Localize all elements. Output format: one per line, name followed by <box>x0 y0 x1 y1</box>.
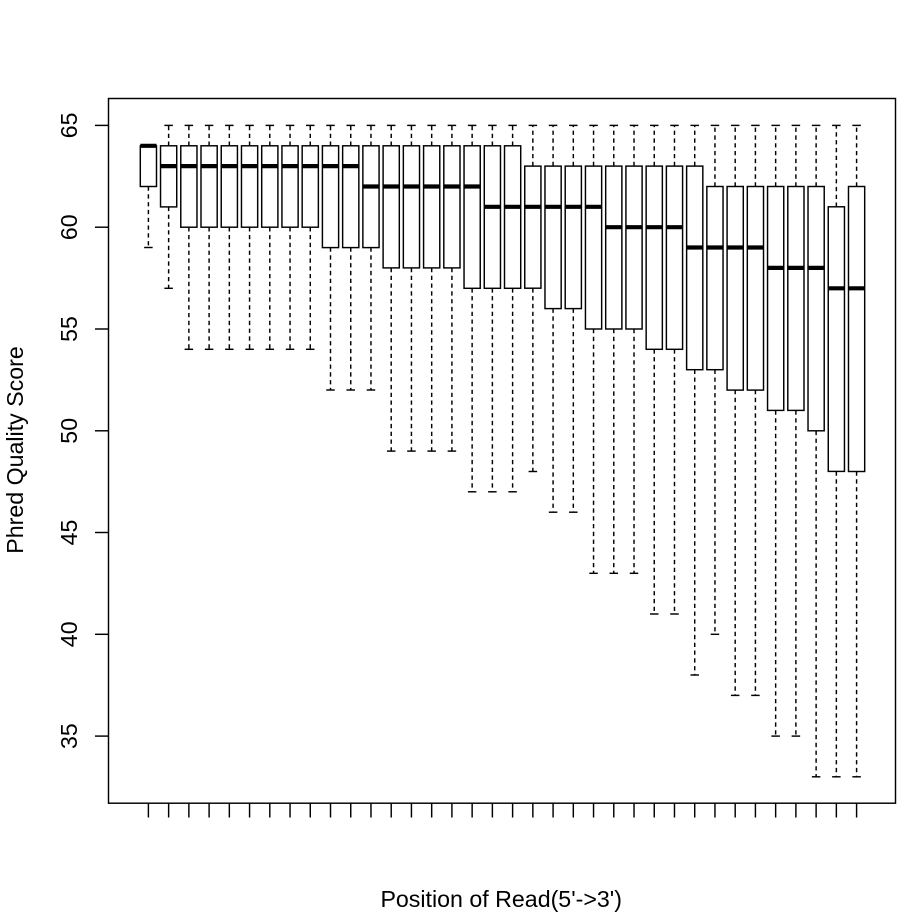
svg-text:40: 40 <box>56 621 82 647</box>
svg-text:50: 50 <box>56 418 82 444</box>
svg-text:45: 45 <box>56 520 82 546</box>
svg-text:60: 60 <box>56 214 82 240</box>
svg-text:35: 35 <box>56 723 82 749</box>
svg-text:65: 65 <box>56 113 82 139</box>
svg-text:55: 55 <box>56 316 82 342</box>
svg-text:Position of Read(5'->3'): Position of Read(5'->3') <box>380 886 622 912</box>
svg-text:Phred Quality Score: Phred Quality Score <box>2 346 28 554</box>
